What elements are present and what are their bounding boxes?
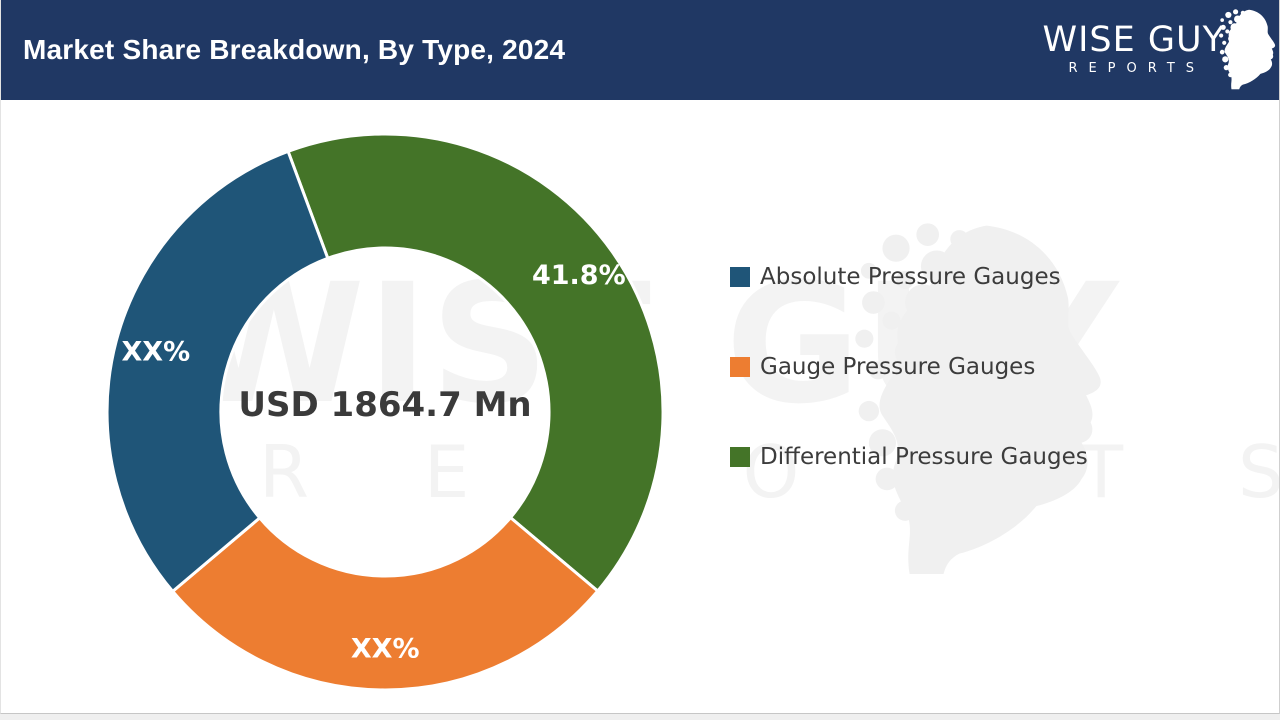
logo-reports-text: REPORTS xyxy=(1068,61,1206,76)
legend-label-absolute-pressure-gauges: Absolute Pressure Gauges xyxy=(760,264,1061,290)
wise-guy-logo: WISE GUY REPORTS xyxy=(1042,6,1279,90)
legend-item-differential-pressure-gauges: Differential Pressure Gauges xyxy=(730,444,1088,470)
slice-label-gauge-pressure-gauges: XX% xyxy=(351,634,420,665)
legend-label-gauge-pressure-gauges: Gauge Pressure Gauges xyxy=(760,354,1036,380)
legend-swatch-absolute-pressure-gauges xyxy=(730,267,750,287)
slice-label-differential-pressure-gauges: 41.8% xyxy=(532,260,626,291)
donut-slice-absolute-pressure-gauges xyxy=(105,149,330,593)
donut-slice-gauge-pressure-gauges xyxy=(171,516,600,692)
legend-swatch-differential-pressure-gauges xyxy=(730,447,750,467)
header-bar: Market Share Breakdown, By Type, 2024 WI… xyxy=(1,0,1279,100)
donut-center-value: USD 1864.7 Mn xyxy=(238,385,531,425)
watermark-reports-text: R E P O R T S xyxy=(259,430,1279,514)
wise-guy-face-icon xyxy=(1217,6,1279,90)
legend-item-gauge-pressure-gauges: Gauge Pressure Gauges xyxy=(730,354,1088,380)
legend-item-absolute-pressure-gauges: Absolute Pressure Gauges xyxy=(730,264,1088,290)
legend-swatch-gauge-pressure-gauges xyxy=(730,357,750,377)
slice-label-absolute-pressure-gauges: XX% xyxy=(121,336,190,367)
donut-chart: 41.8% XX% XX% USD 1864.7 Mn xyxy=(105,132,665,692)
donut-slice-differential-pressure-gauges xyxy=(286,132,665,593)
page-title: Market Share Breakdown, By Type, 2024 xyxy=(23,34,566,65)
chart-legend: Absolute Pressure Gauges Gauge Pressure G… xyxy=(730,264,1088,537)
logo-text: WISE GUY REPORTS xyxy=(1042,20,1225,76)
logo-name-text: WISE GUY xyxy=(1042,20,1225,60)
legend-label-differential-pressure-gauges: Differential Pressure Gauges xyxy=(760,444,1088,470)
